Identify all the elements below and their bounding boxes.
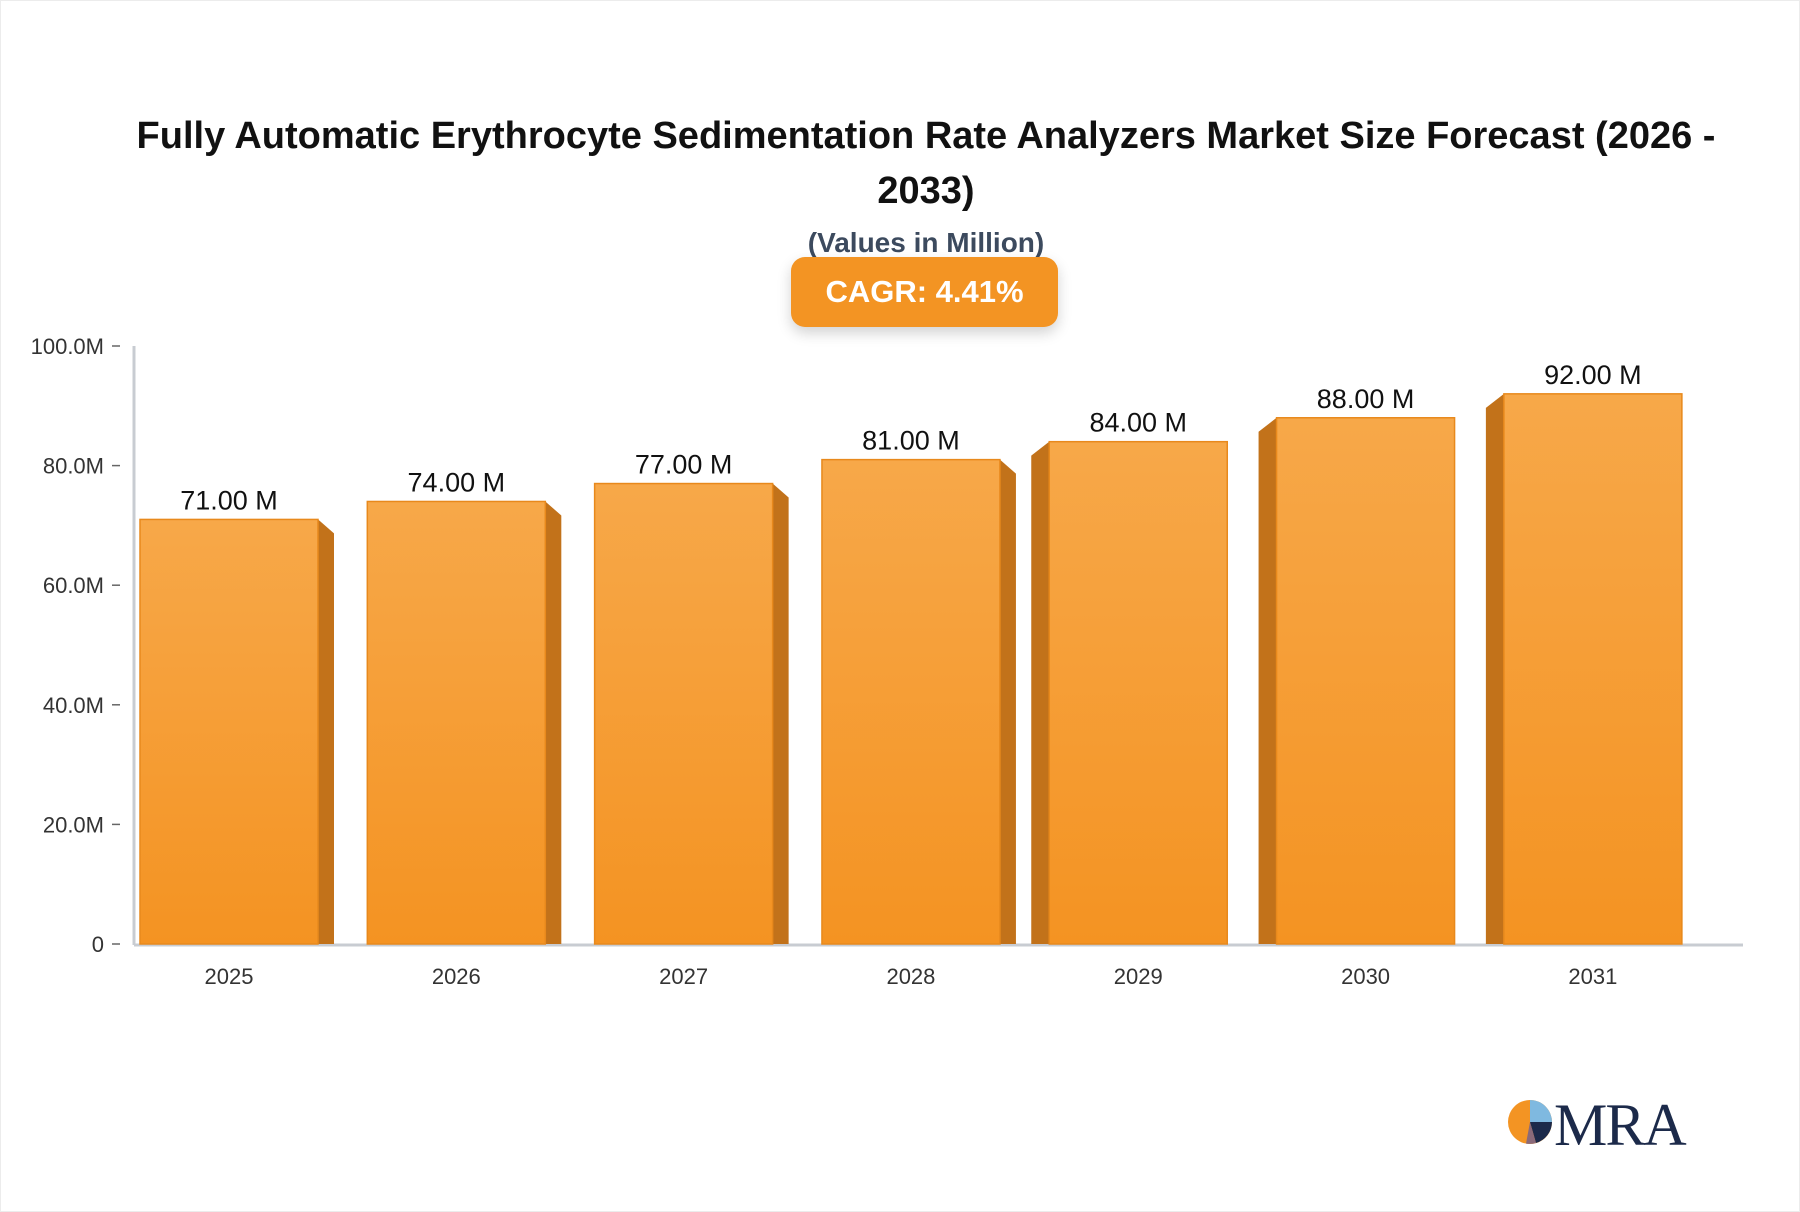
bar-group: 88.00 M	[1258, 384, 1456, 945]
bar-group: 71.00 M	[139, 485, 334, 945]
mra-logo: MRA	[1506, 1092, 1696, 1158]
bar-group: 92.00 M	[1485, 360, 1683, 945]
chart-subtitle: (Values in Million)	[807, 227, 1045, 258]
bar-side	[772, 483, 789, 944]
y-tick-label: 80.0M	[43, 454, 104, 479]
logo-pie-icon	[1508, 1100, 1552, 1144]
bar-side	[545, 501, 562, 944]
x-tick-label: 2029	[1114, 964, 1163, 989]
x-tick-label: 2031	[1568, 964, 1617, 989]
y-tick-label: 20.0M	[43, 812, 104, 837]
bar-side	[1031, 441, 1050, 944]
y-axis: 0 20.0M 40.0M 60.0M 80.0M 100.0M	[31, 334, 136, 957]
bar-value-label: 81.00 M	[862, 426, 960, 456]
bar-value-label: 74.00 M	[408, 467, 506, 497]
bar-value-label: 88.00 M	[1317, 384, 1415, 414]
bar-side	[1258, 417, 1277, 944]
y-tick-label: 40.0M	[43, 693, 104, 718]
x-tick-label: 2028	[886, 964, 935, 989]
bar-group: 74.00 M	[366, 467, 562, 945]
chart-title: Fully Automatic Erythrocyte Sedimentatio…	[136, 115, 1716, 212]
x-tick-label: 2027	[659, 964, 708, 989]
x-tick-label: 2025	[205, 964, 254, 989]
bar-side	[999, 459, 1016, 944]
x-tick-label: 2026	[432, 964, 481, 989]
bar-value-label: 84.00 M	[1089, 408, 1187, 438]
bar-group: 77.00 M	[593, 450, 789, 945]
bar-group: 81.00 M	[821, 426, 1016, 945]
bar-value-label: 92.00 M	[1544, 360, 1642, 390]
bar	[1048, 440, 1229, 945]
logo-text: MRA	[1554, 1092, 1687, 1158]
bar-side	[318, 519, 334, 944]
cagr-badge: CAGR: 4.41%	[791, 257, 1058, 327]
bars: 71.00 M 74.00 M 77.00 M 81.00 M 84.00 M 88.00…	[139, 360, 1683, 945]
y-tick-label: 0	[92, 932, 104, 957]
bar	[593, 482, 774, 945]
bar	[366, 500, 547, 945]
x-axis: 2025 2026 2027 2028 2029 2030 2031	[134, 943, 1743, 989]
bar-value-label: 77.00 M	[635, 450, 733, 480]
bar	[1503, 393, 1683, 945]
bar-value-label: 71.00 M	[180, 485, 278, 515]
bar-group: 84.00 M	[1031, 408, 1229, 945]
y-tick-label: 100.0M	[31, 334, 104, 359]
x-tick-label: 2030	[1341, 964, 1390, 989]
y-tick-label: 60.0M	[43, 573, 104, 598]
bar	[1275, 417, 1456, 945]
bar	[821, 458, 1001, 945]
bar-side	[1485, 393, 1504, 945]
bar	[139, 518, 319, 945]
